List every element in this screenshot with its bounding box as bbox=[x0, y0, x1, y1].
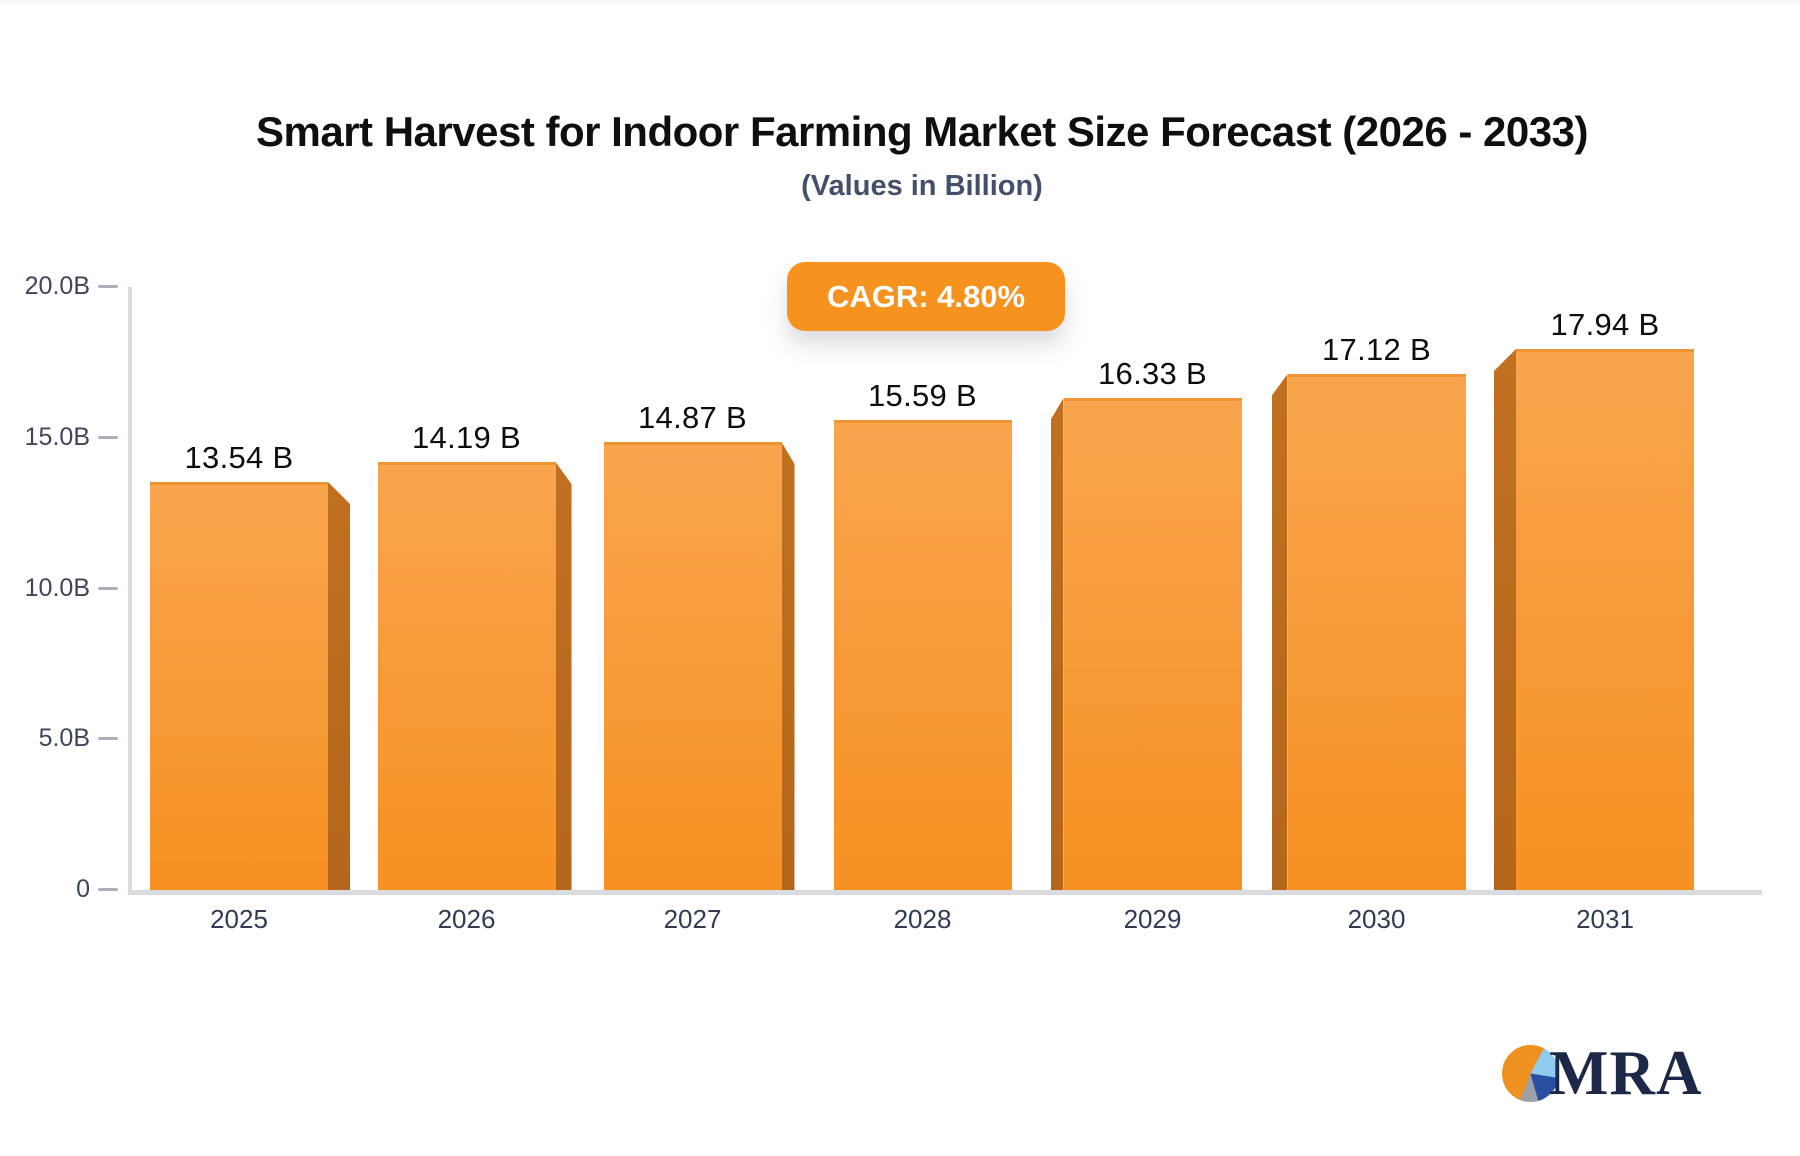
bar-value-label: 16.33 B bbox=[1098, 356, 1207, 391]
y-axis-label: 15.0B bbox=[24, 422, 90, 451]
bar-group: 15.59 B bbox=[833, 287, 1012, 890]
x-axis-label: 2027 bbox=[663, 904, 722, 934]
bar-group: 17.12 B bbox=[1271, 287, 1466, 890]
bar-value-label: 17.12 B bbox=[1322, 332, 1431, 367]
y-axis-label: 20.0B bbox=[24, 272, 90, 300]
bar-value-label: 17.94 B bbox=[1550, 307, 1660, 342]
y-axis-tick bbox=[98, 285, 118, 288]
y-axis-tick bbox=[98, 435, 118, 439]
bar: 17.94 B bbox=[1516, 307, 1694, 890]
chart-title: Smart Harvest for Indoor Farming Market … bbox=[256, 108, 1588, 155]
pie-chart-icon bbox=[1502, 1045, 1559, 1102]
bar-side-panel bbox=[328, 482, 350, 890]
bar-group: 17.94 B bbox=[1494, 287, 1694, 890]
bar-side-panel bbox=[781, 442, 795, 890]
bar: 14.19 B bbox=[377, 420, 556, 890]
bar-value-label: 13.54 B bbox=[184, 440, 294, 475]
bar: 14.87 B bbox=[603, 400, 782, 890]
bar-value-label: 14.19 B bbox=[412, 420, 521, 455]
bar: 15.59 B bbox=[833, 378, 1012, 890]
y-axis-label: 5.0B bbox=[38, 724, 90, 753]
bar-side-panel bbox=[1271, 374, 1288, 890]
y-axis-tick bbox=[98, 737, 118, 741]
bar: 16.33 B bbox=[1063, 356, 1242, 890]
x-axis-label: 2030 bbox=[1347, 904, 1406, 934]
bar-side-panel bbox=[1050, 398, 1064, 890]
x-axis-label: 2025 bbox=[210, 904, 268, 934]
x-axis-label: 2026 bbox=[437, 904, 496, 934]
bar-group: 14.87 B bbox=[603, 287, 795, 890]
plot-area: 13.54 B 14.19 B 14.87 B 15.59 B 16.33 B 17.12… bbox=[128, 287, 1762, 895]
mra-logo: MRA bbox=[1502, 1037, 1732, 1108]
x-axis-label: 2028 bbox=[893, 904, 952, 934]
cagr-badge: CAGR: 4.80% bbox=[787, 262, 1065, 331]
x-axis-line bbox=[128, 890, 1762, 895]
bar: 17.12 B bbox=[1287, 332, 1466, 890]
y-axis: 20.0B 15.0B 10.0B 5.0B 0 bbox=[0, 272, 128, 903]
bar-group: 14.19 B bbox=[377, 287, 572, 890]
x-axis-label: 2029 bbox=[1123, 904, 1182, 934]
bar-value-label: 14.87 B bbox=[638, 400, 747, 435]
y-axis-label: 10.0B bbox=[24, 573, 90, 602]
x-axis: 2025 2026 2027 2028 2029 2030 2031 bbox=[128, 904, 1762, 944]
y-axis-line bbox=[128, 287, 132, 890]
y-axis-tick bbox=[98, 888, 118, 891]
bar-group: 16.33 B bbox=[1050, 287, 1242, 890]
x-axis-label: 2031 bbox=[1576, 904, 1634, 934]
bar: 13.54 B bbox=[150, 440, 328, 890]
bar-value-label: 15.59 B bbox=[868, 378, 977, 413]
bar-side-panel bbox=[1494, 349, 1516, 890]
bars-container: 13.54 B 14.19 B 14.87 B 15.59 B 16.33 B 17.12… bbox=[128, 287, 1762, 890]
chart-subtitle: (Values in Billion) bbox=[801, 170, 1043, 202]
y-axis-label: 0 bbox=[76, 875, 90, 903]
y-axis-tick bbox=[98, 586, 118, 590]
logo-text: MRA bbox=[1549, 1038, 1703, 1108]
bar-side-panel bbox=[555, 462, 572, 890]
bar-group: 13.54 B bbox=[150, 287, 350, 890]
